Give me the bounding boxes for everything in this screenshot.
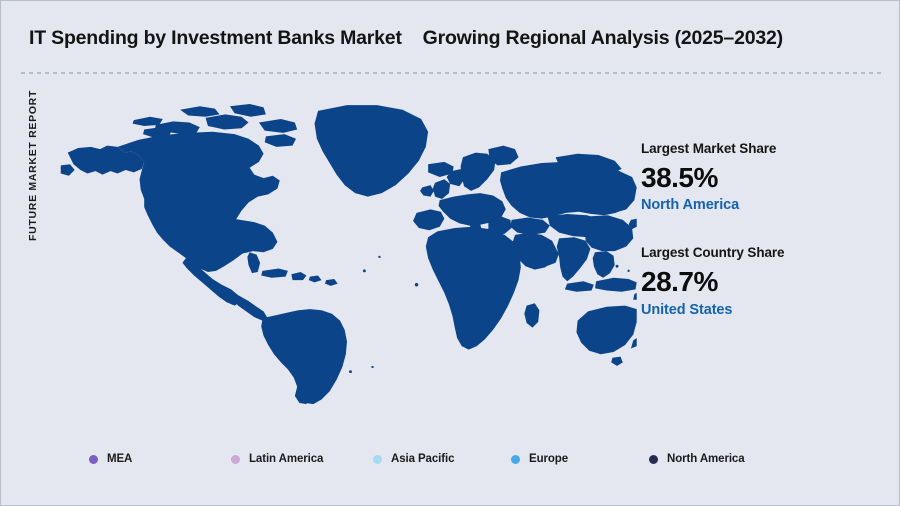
stat-region: United States xyxy=(641,301,733,318)
legend-dot-icon xyxy=(511,454,520,464)
legend-label: North America xyxy=(667,453,745,465)
world-map xyxy=(57,97,637,407)
legend-dot-icon xyxy=(649,454,658,464)
stat-label: Largest Market Share xyxy=(641,141,777,156)
legend-label: MEA xyxy=(107,453,133,465)
legend-item-mea[interactable]: MEA xyxy=(89,447,132,471)
map-landmasses xyxy=(60,103,637,405)
stat-region: North America xyxy=(641,197,740,214)
legend-label: Latin America xyxy=(249,453,324,465)
stats-panel: Largest Market Share 38.5% North America… xyxy=(641,141,881,318)
legend-item-north-america[interactable]: North America xyxy=(649,447,745,471)
stat-largest-country-share: Largest Country Share 28.7% United State… xyxy=(641,245,881,317)
brand-watermark: FUTURE MARKET REPORT xyxy=(27,89,39,241)
map-legend: MEA Latin America Asia Pacific Europe No… xyxy=(79,447,819,471)
world-map-svg xyxy=(60,103,637,405)
header: IT Spending by Investment Banks Market G… xyxy=(1,1,899,75)
legend-label: Europe xyxy=(529,453,569,465)
legend-dot-icon xyxy=(231,454,240,464)
legend-item-latin-america[interactable]: Latin America xyxy=(231,447,323,471)
legend-dot-icon xyxy=(89,454,98,464)
legend-dot-icon xyxy=(373,454,382,464)
header-divider xyxy=(21,72,883,74)
stat-value: 38.5% xyxy=(641,162,718,193)
stat-largest-market-share: Largest Market Share 38.5% North America xyxy=(641,141,881,213)
page-title: IT Spending by Investment Banks Market G… xyxy=(29,26,783,49)
stat-label: Largest Country Share xyxy=(641,245,785,261)
legend-label: Asia Pacific xyxy=(391,453,455,465)
legend-item-europe[interactable]: Europe xyxy=(511,447,568,471)
stat-value: 28.7% xyxy=(641,266,718,298)
legend-item-asia-pacific[interactable]: Asia Pacific xyxy=(373,447,454,471)
